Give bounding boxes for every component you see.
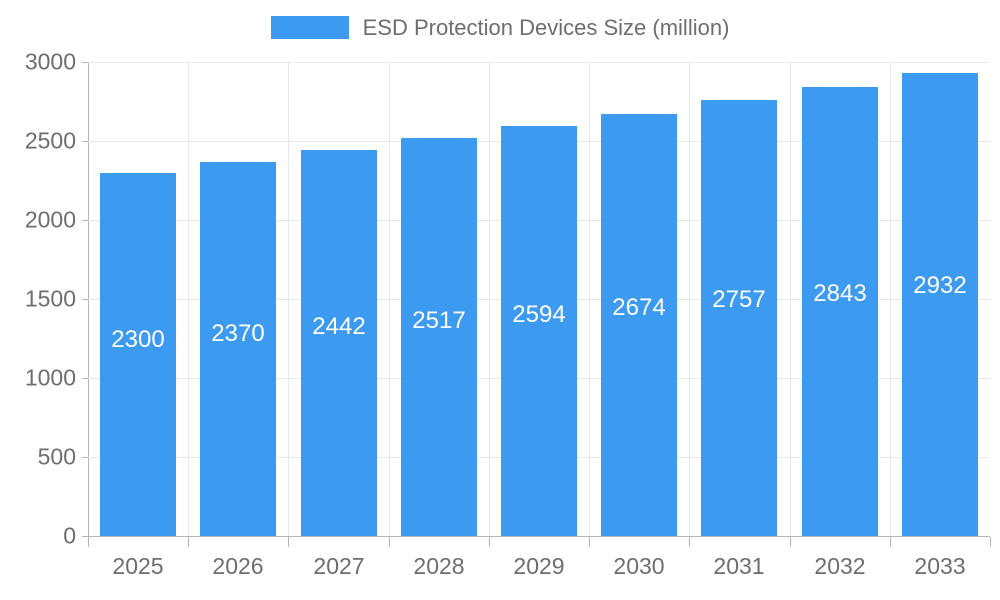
bar-value-label: 2674 [612,293,666,321]
bar[interactable]: 2674 [601,113,677,536]
x-axis-tick-label: 2027 [313,553,365,579]
y-axis-tick-mark [82,378,88,379]
y-axis-tick-label: 500 [37,443,76,470]
bar-value-label: 2932 [913,271,967,299]
y-axis-tick-mark [82,299,88,300]
y-axis-tick-mark [82,141,88,142]
y-axis-tick-mark [82,62,88,63]
legend-color-swatch-icon [270,15,349,39]
plot-area: 2300 2370 2442 2517 2594 2674 2757 2843 2932 [88,62,990,537]
category-divider [689,62,690,536]
x-axis-tick-label: 2032 [814,553,866,579]
y-axis-tick-mark [82,220,88,221]
bar[interactable]: 2594 [501,126,577,536]
gridline-3000 [88,62,990,63]
y-axis-tick-label: 2000 [24,206,76,233]
bar-value-label: 2843 [813,279,867,307]
x-axis-tick-mark [88,537,89,547]
chart-legend: ESD Protection Devices Size (million) [0,12,1000,42]
y-axis-tick-label: 1000 [24,364,76,391]
bar-value-label: 2757 [712,286,766,314]
y-axis-tick-label: 1500 [24,285,76,312]
bar-value-label: 2442 [312,313,366,341]
x-axis-tick-mark [790,537,791,547]
y-axis-tick-label: 3000 [24,48,76,75]
x-axis-tick-mark [389,537,390,547]
category-divider [288,62,289,536]
bar-value-label: 2517 [412,307,466,335]
x-axis-tick-mark [689,537,690,547]
bar[interactable]: 2757 [701,100,777,536]
bar-value-label: 2594 [512,301,566,329]
y-axis-tick-label: 0 [63,522,76,549]
x-axis-tick-label: 2030 [613,553,665,579]
bar-value-label: 2370 [211,319,265,347]
bar[interactable]: 2932 [902,72,978,536]
bar[interactable]: 2517 [401,138,477,536]
y-axis-tick-label: 2500 [24,127,76,154]
legend-item-esd-protection-devices-size[interactable]: ESD Protection Devices Size (million) [270,14,730,40]
category-divider [890,62,891,536]
x-axis-tick-label: 2031 [713,553,765,579]
bar[interactable]: 2843 [802,86,878,536]
x-axis-tick-label: 2033 [914,553,966,579]
bar-value-label: 2300 [111,325,165,353]
y-axis-tick-mark [82,457,88,458]
legend-item-label: ESD Protection Devices Size (million) [362,14,730,40]
category-divider [489,62,490,536]
x-axis-tick-mark [489,537,490,547]
category-divider [589,62,590,536]
bar[interactable]: 2370 [200,161,276,536]
x-axis-tick-mark [288,537,289,547]
x-axis-tick-mark [990,537,991,547]
x-axis-tick-label: 2028 [413,553,465,579]
x-axis-tick-label: 2025 [112,553,164,579]
bar[interactable]: 2442 [301,150,377,536]
x-axis-tick-mark [589,537,590,547]
gridline-0 [88,536,990,537]
x-axis-tick-mark [188,537,189,547]
category-divider [188,62,189,536]
x-axis-tick-label: 2026 [212,553,264,579]
x-axis-tick-label: 2029 [513,553,565,579]
category-divider [790,62,791,536]
y-axis-tick-mark [82,536,88,537]
bar[interactable]: 2300 [100,172,176,536]
x-axis-tick-mark [890,537,891,547]
category-divider [389,62,390,536]
